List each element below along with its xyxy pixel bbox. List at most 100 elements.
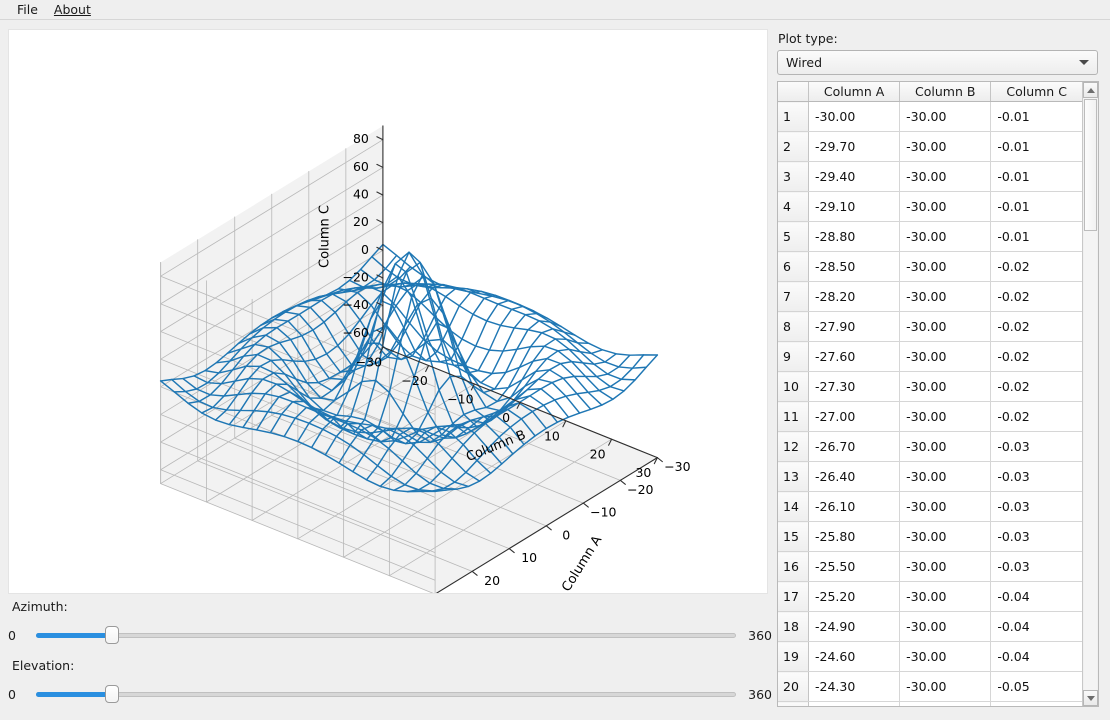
- table-cell-column-a[interactable]: -25.20: [808, 581, 901, 612]
- table-cell-column-a[interactable]: -24.60: [808, 641, 901, 672]
- table-row-header[interactable]: 17: [778, 581, 809, 612]
- table-cell-column-c[interactable]: -0.01: [990, 221, 1082, 252]
- table-cell-column-a[interactable]: -27.90: [808, 311, 901, 342]
- table-cell-column-b[interactable]: -30.00: [899, 161, 992, 192]
- table-cell-column-c[interactable]: -0.02: [990, 401, 1082, 432]
- menu-item-file[interactable]: File: [9, 1, 46, 19]
- elevation-slider[interactable]: [36, 685, 736, 703]
- table-cell-column-a[interactable]: -28.50: [808, 251, 901, 282]
- table-cell-partial[interactable]: [899, 701, 992, 706]
- table-row[interactable]: [778, 701, 1082, 706]
- table-row-header[interactable]: 16: [778, 551, 809, 582]
- table-cell-column-c[interactable]: -0.03: [990, 551, 1082, 582]
- table-cell-column-a[interactable]: -25.50: [808, 551, 901, 582]
- table-cell-column-a[interactable]: -28.80: [808, 221, 901, 252]
- table-row-header[interactable]: 19: [778, 641, 809, 672]
- table-cell-column-c[interactable]: -0.04: [990, 611, 1082, 642]
- table-cell-column-a[interactable]: -27.30: [808, 371, 901, 402]
- plot-canvas[interactable]: 80 60 40 20 0 −20 −40 −60 Column C −30 −20 −10 0 10 20…: [8, 29, 768, 594]
- table-cell-column-c[interactable]: -0.01: [990, 101, 1082, 132]
- table-row[interactable]: 7 -28.20 -30.00 -0.02: [778, 281, 1082, 312]
- table-cell-column-b[interactable]: -30.00: [899, 101, 992, 132]
- table-cell-column-b[interactable]: -30.00: [899, 671, 992, 702]
- table-row[interactable]: 3 -29.40 -30.00 -0.01: [778, 161, 1082, 192]
- table-row[interactable]: 5 -28.80 -30.00 -0.01: [778, 221, 1082, 252]
- table-cell-column-c[interactable]: -0.05: [990, 671, 1082, 702]
- table-cell-column-c[interactable]: -0.03: [990, 461, 1082, 492]
- table-cell-column-b[interactable]: -30.00: [899, 551, 992, 582]
- table-cell-column-c[interactable]: -0.01: [990, 161, 1082, 192]
- azimuth-slider-groove[interactable]: [36, 633, 736, 638]
- table-row-header[interactable]: 3: [778, 161, 809, 192]
- table-row-header[interactable]: 9: [778, 341, 809, 372]
- table-cell-column-b[interactable]: -30.00: [899, 191, 992, 222]
- table-row-header[interactable]: 8: [778, 311, 809, 342]
- table-row[interactable]: 9 -27.60 -30.00 -0.02: [778, 341, 1082, 372]
- table-cell-column-c[interactable]: -0.02: [990, 341, 1082, 372]
- table-cell-column-b[interactable]: -30.00: [899, 491, 992, 522]
- table-cell-column-b[interactable]: -30.00: [899, 401, 992, 432]
- table-row-header[interactable]: [778, 701, 809, 706]
- table-cell-column-a[interactable]: -27.60: [808, 341, 901, 372]
- table-cell-column-b[interactable]: -30.00: [899, 461, 992, 492]
- table-row-header[interactable]: 13: [778, 461, 809, 492]
- table-row[interactable]: 20 -24.30 -30.00 -0.05: [778, 671, 1082, 702]
- table-cell-column-a[interactable]: -26.40: [808, 461, 901, 492]
- table-cell-column-a[interactable]: -26.70: [808, 431, 901, 462]
- table-cell-column-b[interactable]: -30.00: [899, 611, 992, 642]
- menu-item-about[interactable]: About: [46, 1, 99, 19]
- table-cell-column-a[interactable]: -30.00: [808, 101, 901, 132]
- azimuth-slider-handle[interactable]: [105, 626, 119, 644]
- table-cell-column-c[interactable]: -0.03: [990, 521, 1082, 552]
- table-row[interactable]: 16 -25.50 -30.00 -0.03: [778, 551, 1082, 582]
- table-cell-column-c[interactable]: -0.02: [990, 281, 1082, 312]
- table-row[interactable]: 12 -26.70 -30.00 -0.03: [778, 431, 1082, 462]
- table-row-header[interactable]: 15: [778, 521, 809, 552]
- table-row[interactable]: 18 -24.90 -30.00 -0.04: [778, 611, 1082, 642]
- table-row-header[interactable]: 12: [778, 431, 809, 462]
- scrollbar-trough[interactable]: [1084, 98, 1097, 690]
- table-cell-column-b[interactable]: -30.00: [899, 521, 992, 552]
- table-row-header[interactable]: 5: [778, 221, 809, 252]
- table-cell-column-b[interactable]: -30.00: [899, 341, 992, 372]
- table-row-header[interactable]: 20: [778, 671, 809, 702]
- table-row-header[interactable]: 6: [778, 251, 809, 282]
- table-cell-column-a[interactable]: -28.20: [808, 281, 901, 312]
- table-cell-partial[interactable]: [990, 701, 1082, 706]
- table-row[interactable]: 17 -25.20 -30.00 -0.04: [778, 581, 1082, 612]
- table-row[interactable]: 4 -29.10 -30.00 -0.01: [778, 191, 1082, 222]
- elevation-slider-handle[interactable]: [105, 685, 119, 703]
- table-cell-column-c[interactable]: -0.04: [990, 641, 1082, 672]
- table-cell-column-b[interactable]: -30.00: [899, 371, 992, 402]
- table-row[interactable]: 2 -29.70 -30.00 -0.01: [778, 131, 1082, 162]
- table-row[interactable]: 6 -28.50 -30.00 -0.02: [778, 251, 1082, 282]
- table-cell-column-a[interactable]: -29.40: [808, 161, 901, 192]
- table-row-header[interactable]: 10: [778, 371, 809, 402]
- table-cell-column-c[interactable]: -0.01: [990, 131, 1082, 162]
- table-corner-header[interactable]: [778, 82, 809, 102]
- table-row-header[interactable]: 2: [778, 131, 809, 162]
- plot-type-dropdown[interactable]: Wired: [777, 50, 1098, 75]
- table-cell-column-c[interactable]: -0.01: [990, 191, 1082, 222]
- elevation-slider-groove[interactable]: [36, 692, 736, 697]
- table-cell-column-b[interactable]: -30.00: [899, 251, 992, 282]
- table-cell-column-c[interactable]: -0.02: [990, 311, 1082, 342]
- table-row[interactable]: 8 -27.90 -30.00 -0.02: [778, 311, 1082, 342]
- table-header-column-b[interactable]: Column B: [899, 82, 992, 102]
- azimuth-slider[interactable]: [36, 626, 736, 644]
- data-table-scroll-area[interactable]: Column A Column B Column C 1 -30.00 -30.00…: [778, 82, 1082, 706]
- table-cell-column-a[interactable]: -29.70: [808, 131, 901, 162]
- table-row-header[interactable]: 11: [778, 401, 809, 432]
- table-row[interactable]: 10 -27.30 -30.00 -0.02: [778, 371, 1082, 402]
- table-cell-column-a[interactable]: -25.80: [808, 521, 901, 552]
- table-row-header[interactable]: 7: [778, 281, 809, 312]
- table-cell-partial[interactable]: [808, 701, 901, 706]
- table-cell-column-c[interactable]: -0.03: [990, 491, 1082, 522]
- table-cell-column-c[interactable]: -0.03: [990, 431, 1082, 462]
- table-row-header[interactable]: 4: [778, 191, 809, 222]
- table-cell-column-a[interactable]: -26.10: [808, 491, 901, 522]
- scroll-down-arrow-icon[interactable]: [1083, 690, 1098, 706]
- table-cell-column-b[interactable]: -30.00: [899, 281, 992, 312]
- table-cell-column-b[interactable]: -30.00: [899, 431, 992, 462]
- table-row-header[interactable]: 18: [778, 611, 809, 642]
